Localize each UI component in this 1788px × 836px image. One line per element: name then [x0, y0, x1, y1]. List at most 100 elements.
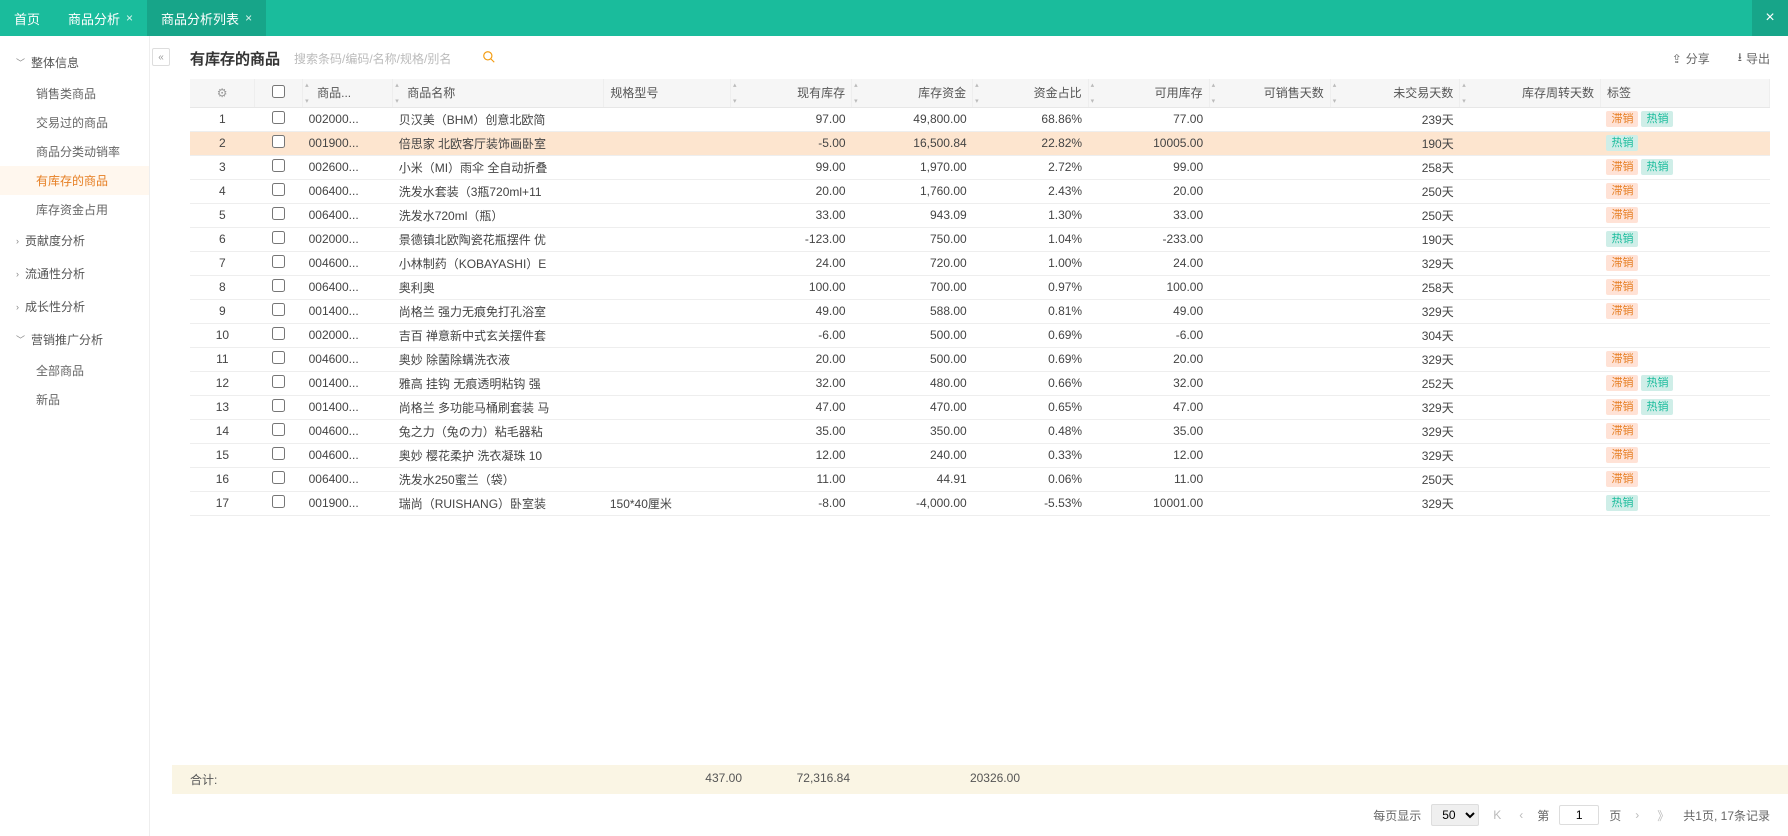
- column-turn[interactable]: 库存周转天数: [1460, 79, 1601, 107]
- table-row[interactable]: 16006400...洗发水250蜜兰（袋）11.0044.910.06%11.…: [190, 467, 1770, 491]
- table-row[interactable]: 4006400...洗发水套装（3瓶720ml+1120.001,760.002…: [190, 179, 1770, 203]
- tab-商品分析列表[interactable]: 商品分析列表 ×: [147, 0, 266, 36]
- search-input[interactable]: [294, 52, 474, 66]
- select-all-checkbox[interactable]: [272, 85, 285, 98]
- sidebar-item[interactable]: 全部商品: [0, 356, 149, 385]
- table-row[interactable]: 13001400...尚格兰 多功能马桶刷套装 马47.00470.000.65…: [190, 395, 1770, 419]
- close-all-tabs-button[interactable]: ×: [1752, 0, 1788, 36]
- column-stock[interactable]: 现有库存: [731, 79, 852, 107]
- column-sell[interactable]: 可销售天数: [1209, 79, 1330, 107]
- cell-name: 奥妙 樱花柔护 洗衣凝珠 10: [393, 443, 604, 467]
- cell-sell: [1209, 491, 1330, 515]
- gear-icon[interactable]: ⚙: [217, 86, 228, 100]
- row-checkbox[interactable]: [272, 279, 285, 292]
- row-checkbox[interactable]: [272, 111, 285, 124]
- sidebar-group-label: 整体信息: [31, 54, 79, 71]
- sidebar-item[interactable]: 交易过的商品: [0, 108, 149, 137]
- sidebar-group[interactable]: ﹀整体信息: [0, 46, 149, 79]
- cell-idle: 252天: [1330, 371, 1460, 395]
- cell-tags: 热销: [1600, 131, 1769, 155]
- table-row[interactable]: 8006400...奥利奥100.00700.000.97%100.00258天…: [190, 275, 1770, 299]
- cell-fund: 350.00: [852, 419, 973, 443]
- page-input[interactable]: [1559, 805, 1599, 825]
- export-button[interactable]: ⭳ 导出: [1738, 48, 1770, 69]
- cell-ratio: 0.69%: [973, 323, 1088, 347]
- sidebar-group[interactable]: ›流通性分析: [0, 257, 149, 290]
- sidebar-group[interactable]: ›成长性分析: [0, 290, 149, 323]
- column-idle[interactable]: 未交易天数: [1330, 79, 1460, 107]
- table-row[interactable]: 14004600...兔之力（兔の力）粘毛器粘35.00350.000.48%3…: [190, 419, 1770, 443]
- cell-idx: 2: [190, 131, 255, 155]
- row-checkbox[interactable]: [272, 231, 285, 244]
- per-page-select[interactable]: 50: [1431, 804, 1479, 826]
- column-label: 库存资金: [918, 86, 966, 100]
- sidebar-group-label: 流通性分析: [25, 265, 85, 282]
- table-row[interactable]: 12001400...雅高 挂钩 无痕透明粘钩 强32.00480.000.66…: [190, 371, 1770, 395]
- table-row[interactable]: 7004600...小林制药（KOBAYASHI）E24.00720.001.0…: [190, 251, 1770, 275]
- row-checkbox[interactable]: [272, 423, 285, 436]
- table-row[interactable]: 6002000...景德镇北欧陶瓷花瓶摆件 优-123.00750.001.04…: [190, 227, 1770, 251]
- tab-首页[interactable]: 首页: [0, 0, 54, 36]
- cell-fund: 720.00: [852, 251, 973, 275]
- table-row[interactable]: 3002600...小米（MI）雨伞 全自动折叠99.001,970.002.7…: [190, 155, 1770, 179]
- row-checkbox[interactable]: [272, 447, 285, 460]
- table-row[interactable]: 17001900...瑞尚（RUISHANG）卧室装150*40厘米-8.00-…: [190, 491, 1770, 515]
- cell-spec: 150*40厘米: [604, 491, 731, 515]
- table-row[interactable]: 5006400...洗发水720ml（瓶）33.00943.091.30%33.…: [190, 203, 1770, 227]
- share-button[interactable]: ⇪ 分享: [1672, 50, 1710, 67]
- row-checkbox[interactable]: [272, 471, 285, 484]
- cell-tags: 滞销: [1600, 419, 1769, 443]
- table-row[interactable]: 11004600...奥妙 除菌除螨洗衣液20.00500.000.69%20.…: [190, 347, 1770, 371]
- pager: 每页显示 50 K ‹ 第 页 › 》 共1页, 17条记录: [172, 794, 1788, 836]
- row-checkbox[interactable]: [272, 327, 285, 340]
- table-row[interactable]: 15004600...奥妙 樱花柔护 洗衣凝珠 1012.00240.000.3…: [190, 443, 1770, 467]
- column-name[interactable]: 商品名称: [393, 79, 604, 107]
- table-row[interactable]: 2001900...倍思家 北欧客厅装饰画卧室-5.0016,500.8422.…: [190, 131, 1770, 155]
- search-icon[interactable]: [482, 50, 496, 67]
- table-row[interactable]: 1002000...贝汉美（BHM）创意北欧简97.0049,800.0068.…: [190, 107, 1770, 131]
- sidebar-item[interactable]: 库存资金占用: [0, 195, 149, 224]
- tab-商品分析[interactable]: 商品分析×: [54, 0, 147, 36]
- next-page-button[interactable]: ›: [1631, 808, 1643, 822]
- row-checkbox[interactable]: [272, 375, 285, 388]
- sidebar-group[interactable]: ﹀营销推广分析: [0, 323, 149, 356]
- row-checkbox[interactable]: [272, 495, 285, 508]
- prev-page-button[interactable]: ‹: [1515, 808, 1527, 822]
- column-ratio[interactable]: 资金占比: [973, 79, 1088, 107]
- tab-label: 商品分析列表: [161, 9, 239, 28]
- collapse-icon[interactable]: «: [152, 48, 170, 66]
- row-checkbox[interactable]: [272, 159, 285, 172]
- tag-slow: 滞销: [1606, 423, 1638, 439]
- close-icon[interactable]: ×: [126, 11, 133, 25]
- sidebar-item[interactable]: 新品: [0, 385, 149, 414]
- cell-ratio: 2.72%: [973, 155, 1088, 179]
- sidebar-item[interactable]: 商品分类动销率: [0, 137, 149, 166]
- cell-fund: 470.00: [852, 395, 973, 419]
- sidebar-item[interactable]: 销售类商品: [0, 79, 149, 108]
- last-page-button[interactable]: 》: [1653, 807, 1673, 824]
- row-checkbox[interactable]: [272, 183, 285, 196]
- row-checkbox[interactable]: [272, 207, 285, 220]
- page-header: 有库存的商品 ⇪ 分享 ⭳ 导出: [172, 36, 1788, 79]
- sidebar-group[interactable]: ›贡献度分析: [0, 224, 149, 257]
- row-checkbox[interactable]: [272, 255, 285, 268]
- column-fund[interactable]: 库存资金: [852, 79, 973, 107]
- row-checkbox[interactable]: [272, 351, 285, 364]
- table-row[interactable]: 10002000...吉百 禅意新中式玄关摆件套-6.00500.000.69%…: [190, 323, 1770, 347]
- cell-idle: 190天: [1330, 131, 1460, 155]
- cell-sell: [1209, 107, 1330, 131]
- cell-turn: [1460, 131, 1601, 155]
- sidebar-item[interactable]: 有库存的商品: [0, 166, 149, 195]
- table-row[interactable]: 9001400...尚格兰 强力无痕免打孔浴室49.00588.000.81%4…: [190, 299, 1770, 323]
- cell-idx: 13: [190, 395, 255, 419]
- cell-name: 尚格兰 多功能马桶刷套装 马: [393, 395, 604, 419]
- column-code[interactable]: 商品...: [303, 79, 393, 107]
- row-checkbox[interactable]: [272, 135, 285, 148]
- row-checkbox[interactable]: [272, 303, 285, 316]
- close-icon[interactable]: ×: [245, 11, 252, 25]
- row-checkbox[interactable]: [272, 399, 285, 412]
- first-page-button[interactable]: K: [1489, 808, 1505, 822]
- column-avail[interactable]: 可用库存: [1088, 79, 1209, 107]
- cell-turn: [1460, 395, 1601, 419]
- cell-sell: [1209, 299, 1330, 323]
